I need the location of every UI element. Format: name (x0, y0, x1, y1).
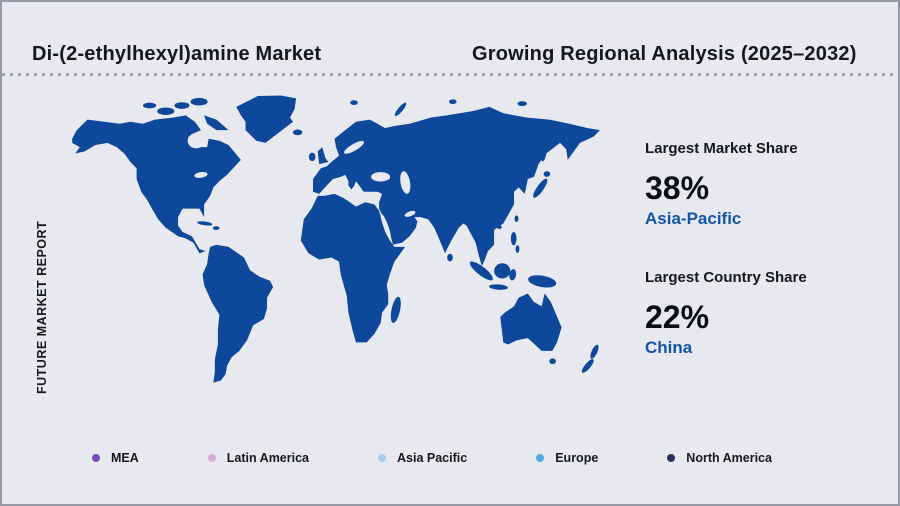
stat-value: 38% (645, 170, 710, 206)
world-map (72, 95, 600, 383)
stat-label: Largest Country Share (645, 268, 807, 286)
arctic-island (190, 97, 208, 106)
legend-dot-icon (378, 454, 387, 462)
sea-baltic (343, 140, 365, 154)
world-map-seas (187, 133, 416, 239)
stat-largest-market-share: Largest Market Share 38% Asia-Pacific (645, 140, 885, 229)
island-hainan (497, 225, 502, 230)
stat-largest-country-share: Largest Country Share 22% China (645, 269, 885, 358)
island-java (488, 284, 508, 290)
island-baffin (204, 115, 229, 131)
legend-dot-icon (667, 454, 676, 462)
island-svalbard (350, 100, 358, 106)
stats-panel: Largest Market Share 38% Asia-Pacific La… (645, 140, 885, 358)
legend-label: Asia Pacific (397, 451, 468, 465)
island-hispaniola (212, 226, 220, 231)
sea-persian-gulf (404, 210, 416, 217)
island-sakhalin (541, 144, 547, 162)
legend-item-asia-pacific: Asia Pacific (378, 451, 467, 465)
sea-red (380, 213, 391, 239)
stat-label: Largest Market Share (645, 140, 798, 157)
legend-item-europe: Europe (536, 451, 598, 465)
page-subtitle: Growing Regional Analysis (2025–2032) (472, 43, 857, 65)
legend-dot-icon (207, 454, 216, 462)
island-japan (533, 178, 548, 198)
island-ireland (308, 152, 316, 162)
island-hokkaido (543, 171, 551, 177)
island-sulawesi (509, 269, 517, 281)
continent-africa (300, 193, 406, 343)
island-cuba (197, 221, 213, 226)
legend-dot-icon (92, 454, 100, 462)
legend-dot-icon (536, 454, 545, 462)
stat-region: China (645, 337, 693, 357)
stat-value: 22% (645, 298, 710, 335)
island-madagascar (390, 296, 401, 323)
legend-label: North America (686, 451, 772, 465)
island-taiwan (514, 215, 519, 222)
island-iceland (292, 129, 303, 136)
sea-hudson-bay (187, 133, 205, 149)
legend-item-latin-america: Latin America (207, 451, 309, 465)
continent-eurasia (313, 106, 600, 266)
continent-australia (500, 293, 562, 351)
arctic-island (174, 102, 190, 109)
island-new-zealand-south (581, 359, 594, 373)
island-novaya-zemlya (394, 102, 407, 117)
sea-caspian (400, 171, 411, 194)
continent-north-america (72, 115, 241, 254)
island-new-siberian (517, 101, 527, 107)
brand-vertical-text: FUTURE MARKET REPORT (35, 220, 49, 394)
continent-south-america (202, 244, 274, 383)
island-greenland (236, 95, 297, 143)
arctic-island (142, 102, 157, 109)
world-map-land (72, 95, 600, 383)
island-new-guinea (528, 275, 557, 288)
island-severnaya-zemlya (449, 99, 457, 105)
legend-item-north-america: North America (667, 451, 772, 465)
island-borneo (494, 263, 511, 279)
legend-label: Europe (555, 451, 599, 465)
legend-label: Latin America (226, 451, 309, 465)
legend-item-mea: MEA (92, 451, 139, 465)
legend: MEA Latin America Asia Pacific Europe No… (92, 449, 772, 467)
island-sumatra (469, 261, 493, 281)
arctic-island (157, 107, 175, 116)
island-sri-lanka (447, 253, 453, 262)
dotted-divider (2, 73, 898, 76)
island-philippines (510, 231, 517, 246)
sea-great-lakes (194, 171, 208, 178)
island-new-zealand-north (590, 344, 599, 359)
island-tasmania (549, 358, 556, 365)
island-philippines-south (515, 245, 520, 253)
page-title: Di-(2-ethylhexyl)amine Market (32, 43, 322, 65)
island-britain (317, 147, 329, 165)
sea-black (371, 172, 391, 182)
stat-region: Asia-Pacific (645, 208, 742, 228)
legend-label: MEA (111, 451, 139, 465)
